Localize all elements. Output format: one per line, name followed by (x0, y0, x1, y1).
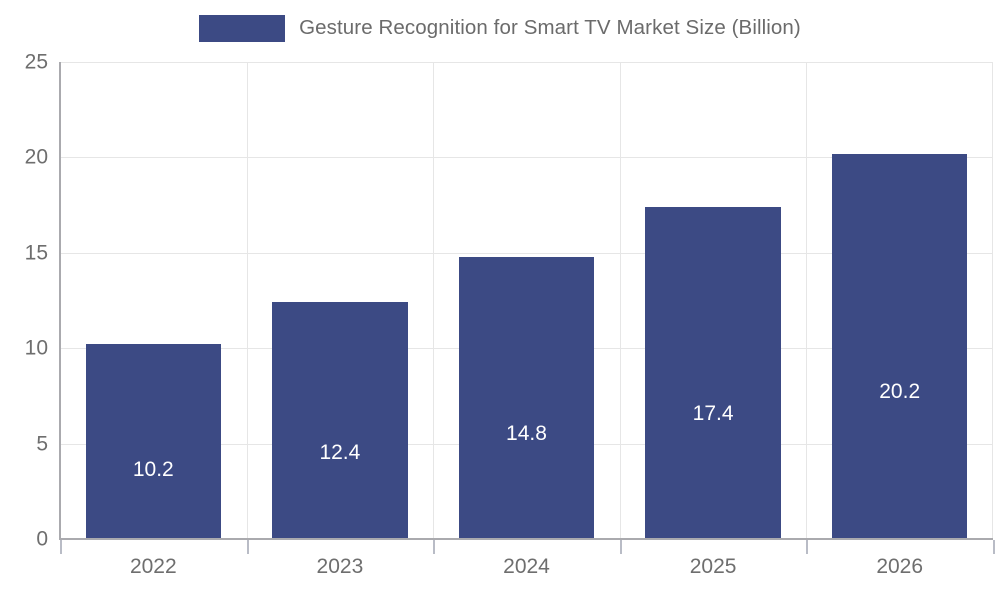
legend-item[interactable]: Gesture Recognition for Smart TV Market … (199, 14, 801, 42)
bar-value-label: 10.2 (132, 458, 174, 482)
x-tick-label: 2025 (689, 555, 737, 578)
chart-legend: Gesture Recognition for Smart TV Market … (0, 0, 1000, 56)
gridline-vertical (620, 62, 621, 539)
gridline-horizontal (60, 62, 993, 63)
gridline-horizontal (60, 252, 993, 254)
x-tick-mark (993, 540, 995, 554)
y-tick-label: 0 (36, 527, 48, 551)
bar-value-label: 17.4 (692, 401, 734, 425)
bar-value-label: 12.4 (319, 441, 361, 464)
y-tick-label: 25 (24, 50, 48, 74)
bar[interactable]: 17.4 (645, 207, 781, 539)
y-tick-label: 20 (24, 145, 48, 169)
legend-label: Gesture Recognition for Smart TV Market … (299, 16, 801, 39)
bar[interactable]: 10.2 (85, 344, 221, 539)
bar[interactable]: 12.4 (272, 302, 408, 539)
x-tick-mark (806, 540, 808, 554)
x-tick-mark (433, 540, 435, 554)
y-axis-tick-labels: 0 5 10 15 20 25 (0, 0, 48, 600)
bar-value-label: 20.2 (879, 379, 921, 403)
x-tick-mark (620, 540, 622, 554)
bar-value-label: 14.8 (506, 422, 547, 446)
x-tick-mark (247, 540, 249, 554)
x-tick-mark (60, 540, 62, 554)
gridline-vertical (247, 62, 248, 539)
gridline-vertical (433, 62, 434, 539)
y-tick-label: 15 (24, 241, 48, 265)
x-tick-label: 2022 (129, 555, 177, 578)
plot-area: 10.2 12.4 14.8 17.4 20.2 (60, 62, 993, 540)
x-axis-line (59, 538, 993, 540)
x-tick-label: 2026 (876, 555, 924, 578)
bar[interactable]: 14.8 (458, 256, 595, 539)
plot-frame (60, 62, 993, 539)
y-tick-label: 5 (36, 432, 48, 456)
x-tick-label: 2023 (316, 555, 364, 578)
x-tick-label: 2024 (503, 555, 550, 578)
legend-swatch-icon (199, 14, 286, 42)
gridline-horizontal (60, 157, 993, 159)
y-tick-label: 10 (24, 336, 48, 360)
gridline-vertical (806, 62, 807, 539)
y-axis-line (59, 62, 61, 540)
bar[interactable]: 20.2 (832, 153, 968, 539)
